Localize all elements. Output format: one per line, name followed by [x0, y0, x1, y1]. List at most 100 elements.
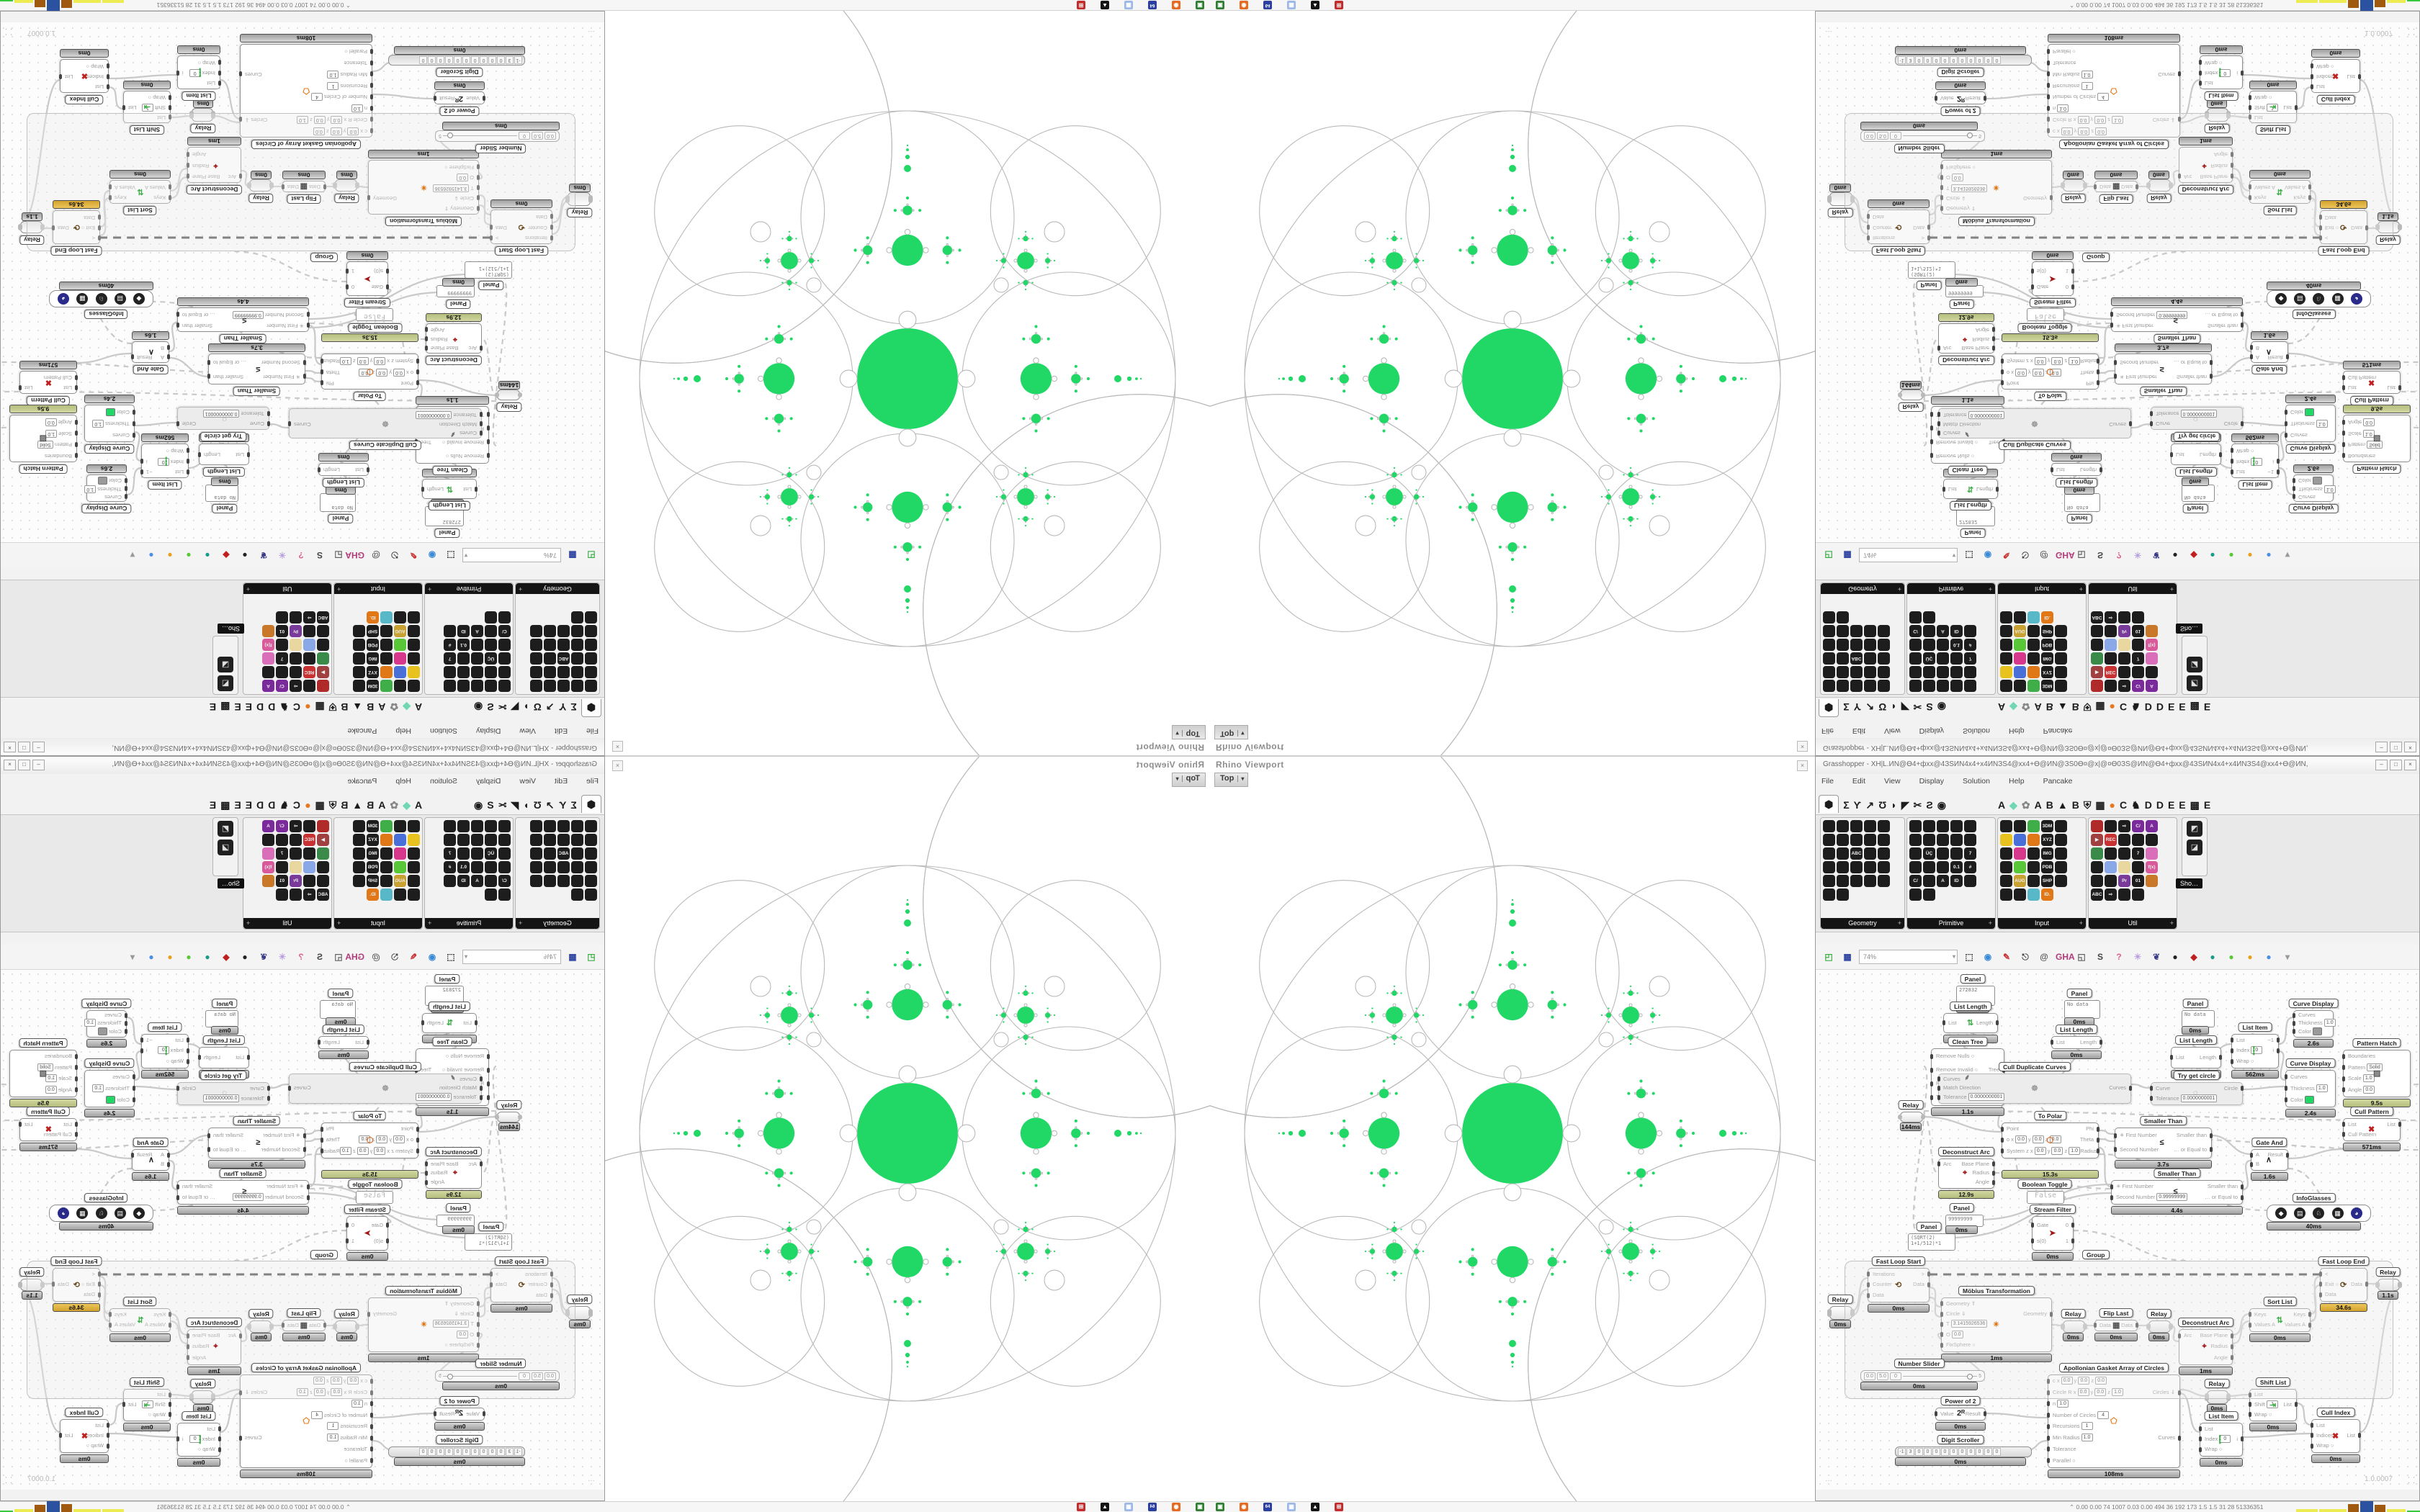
component-icon[interactable] — [1878, 625, 1890, 637]
focus-icon[interactable]: ⬚ — [1965, 550, 1973, 561]
component-icon[interactable] — [1823, 639, 1835, 651]
component-icon[interactable] — [1837, 652, 1849, 665]
output-port[interactable] — [2231, 1344, 2233, 1349]
gem-red-icon[interactable]: ◆ — [223, 951, 230, 962]
grid-red-icon[interactable]: ⊞ — [1335, 1503, 1343, 1511]
component-icon[interactable] — [571, 666, 583, 678]
component-icon[interactable]: IMG — [2041, 652, 2053, 665]
output-port[interactable] — [1992, 1161, 1995, 1167]
output-port[interactable] — [421, 1020, 424, 1025]
gh-node-panel9[interactable]: 99999999 — [436, 285, 475, 297]
input-port[interactable] — [487, 1067, 490, 1073]
gh-node-ll1[interactable]: List Length ⇅ — [421, 479, 478, 499]
component-icon[interactable]: PDB — [2041, 639, 2053, 651]
input-port[interactable] — [303, 1147, 306, 1153]
component-icon[interactable] — [408, 680, 420, 692]
category-tab-2[interactable]: Ƴ — [1853, 701, 1862, 713]
at-icon[interactable]: @ — [372, 550, 380, 561]
preview-eye-icon[interactable]: ◉ — [428, 951, 436, 962]
component-icon[interactable] — [1909, 847, 1922, 860]
input-port[interactable] — [1937, 345, 1940, 351]
input-port[interactable] — [1937, 430, 1940, 436]
input-port[interactable] — [1867, 1272, 1870, 1277]
output-port[interactable] — [2308, 1322, 2311, 1328]
input-port[interactable] — [187, 469, 189, 474]
panel-expand-icon[interactable]: + — [337, 919, 341, 927]
category-tab-14[interactable]: A — [378, 701, 386, 713]
component-icon[interactable] — [1878, 820, 1890, 832]
component-icon[interactable] — [290, 834, 302, 846]
category-tab-6[interactable]: ◤ — [511, 701, 519, 713]
output-port[interactable] — [1984, 96, 1986, 101]
component-icon[interactable] — [2091, 820, 2103, 832]
component-icon[interactable] — [585, 820, 597, 832]
lock-icon[interactable]: ◪ — [2187, 657, 2202, 672]
component-icon[interactable] — [2055, 652, 2067, 665]
open-file-icon[interactable]: ◰ — [587, 951, 596, 962]
digit-cell[interactable]: 0 — [1932, 1448, 1940, 1456]
open-file-icon[interactable]: ◰ — [1824, 951, 1833, 962]
input-port[interactable] — [2031, 269, 2034, 274]
panel-expand-icon[interactable]: + — [2079, 585, 2083, 593]
zoom-level-dropdown[interactable]: 74% ▾ — [462, 548, 561, 563]
component-icon[interactable] — [353, 680, 365, 692]
input-port[interactable] — [2001, 380, 2004, 386]
output-port[interactable] — [346, 284, 349, 289]
output-port[interactable] — [2358, 73, 2361, 79]
input-port[interactable] — [1867, 1292, 1870, 1298]
component-icon[interactable] — [498, 652, 511, 665]
component-icon[interactable] — [353, 652, 365, 665]
output-port[interactable] — [321, 1148, 323, 1154]
input-port[interactable] — [2285, 433, 2287, 438]
component-icon[interactable] — [2014, 820, 2026, 832]
output-port[interactable] — [176, 1086, 179, 1091]
digit-cell[interactable]: 0 — [445, 1448, 453, 1456]
gh-node-panel2[interactable]: No data — [320, 1000, 356, 1019]
category-tab-12[interactable]: ◆ — [2009, 701, 2017, 713]
category-tab-14[interactable]: A — [2034, 799, 2042, 811]
digit-cell[interactable]: 0 — [488, 1448, 496, 1456]
digit-cell[interactable]: 0 — [1976, 1448, 1984, 1456]
input-port[interactable] — [2311, 84, 2313, 89]
component-icon[interactable]: 7 — [276, 847, 288, 860]
input-port[interactable] — [2231, 1058, 2233, 1064]
gh-node-panel3[interactable]: No data — [205, 485, 238, 502]
gh-node-darc129[interactable]: Arc Base Plane Radius Angle ⌖ — [1937, 323, 1995, 354]
calculator-icon[interactable]: ▦ — [1287, 1503, 1296, 1511]
input-port[interactable] — [416, 358, 419, 364]
panel-expand-icon[interactable]: + — [246, 919, 251, 927]
input-port[interactable] — [75, 1132, 78, 1137]
component-icon[interactable]: PDB — [2041, 861, 2053, 873]
component-icon[interactable] — [290, 652, 302, 665]
component-icon[interactable] — [2000, 611, 2012, 624]
component-icon[interactable]: 3DM — [2041, 820, 2053, 832]
input-port[interactable] — [187, 459, 189, 464]
component-icon[interactable] — [1964, 820, 1976, 832]
category-tab-18[interactable]: ⛨ — [328, 701, 337, 713]
gh-node-sfilter[interactable]: Gate 0 s(0) 1 ➤ — [2031, 261, 2074, 296]
category-tab-27[interactable]: ▩ — [2190, 799, 2200, 811]
output-port[interactable] — [318, 1040, 321, 1045]
input-port[interactable] — [2285, 1086, 2287, 1091]
category-tab-5[interactable]: ◗ — [1891, 701, 1897, 713]
input-port[interactable] — [480, 1085, 483, 1091]
component-icon[interactable] — [1823, 666, 1835, 678]
menu-item-help[interactable]: Help — [2008, 726, 2025, 735]
category-tab-6[interactable]: ◤ — [1901, 799, 1909, 811]
dropdown-caret-icon[interactable]: ▾ — [2285, 550, 2290, 561]
component-icon[interactable]: # — [444, 639, 456, 651]
component-icon[interactable]: ÜÇ — [1923, 847, 1935, 860]
gh-node-sfilter[interactable]: Gate 0 s(0) 1 ➤ — [2031, 1216, 2074, 1251]
component-icon[interactable]: f(x) — [262, 861, 274, 873]
digit-cell[interactable]: 3 — [506, 56, 514, 64]
output-port[interactable] — [176, 1184, 179, 1189]
grasshopper-titlebar[interactable]: Grasshopper - XH|L.ИN@Ө4+фхх@4ЗЅИN4х4+х4… — [1816, 738, 2419, 755]
component-icon[interactable] — [471, 652, 483, 665]
input-port[interactable] — [480, 1076, 483, 1082]
grasshopper-titlebar[interactable]: Grasshopper - XH|L.ИN@Ө4+фхх@4ЗЅИN4х4+х4… — [1, 738, 604, 755]
digit-cell[interactable]: 0 — [1924, 56, 1932, 64]
gh-node-panel3[interactable]: No data — [2182, 1010, 2215, 1027]
component-icon[interactable] — [585, 639, 597, 651]
component-icon[interactable] — [1950, 847, 1963, 860]
component-icon[interactable] — [530, 680, 542, 692]
